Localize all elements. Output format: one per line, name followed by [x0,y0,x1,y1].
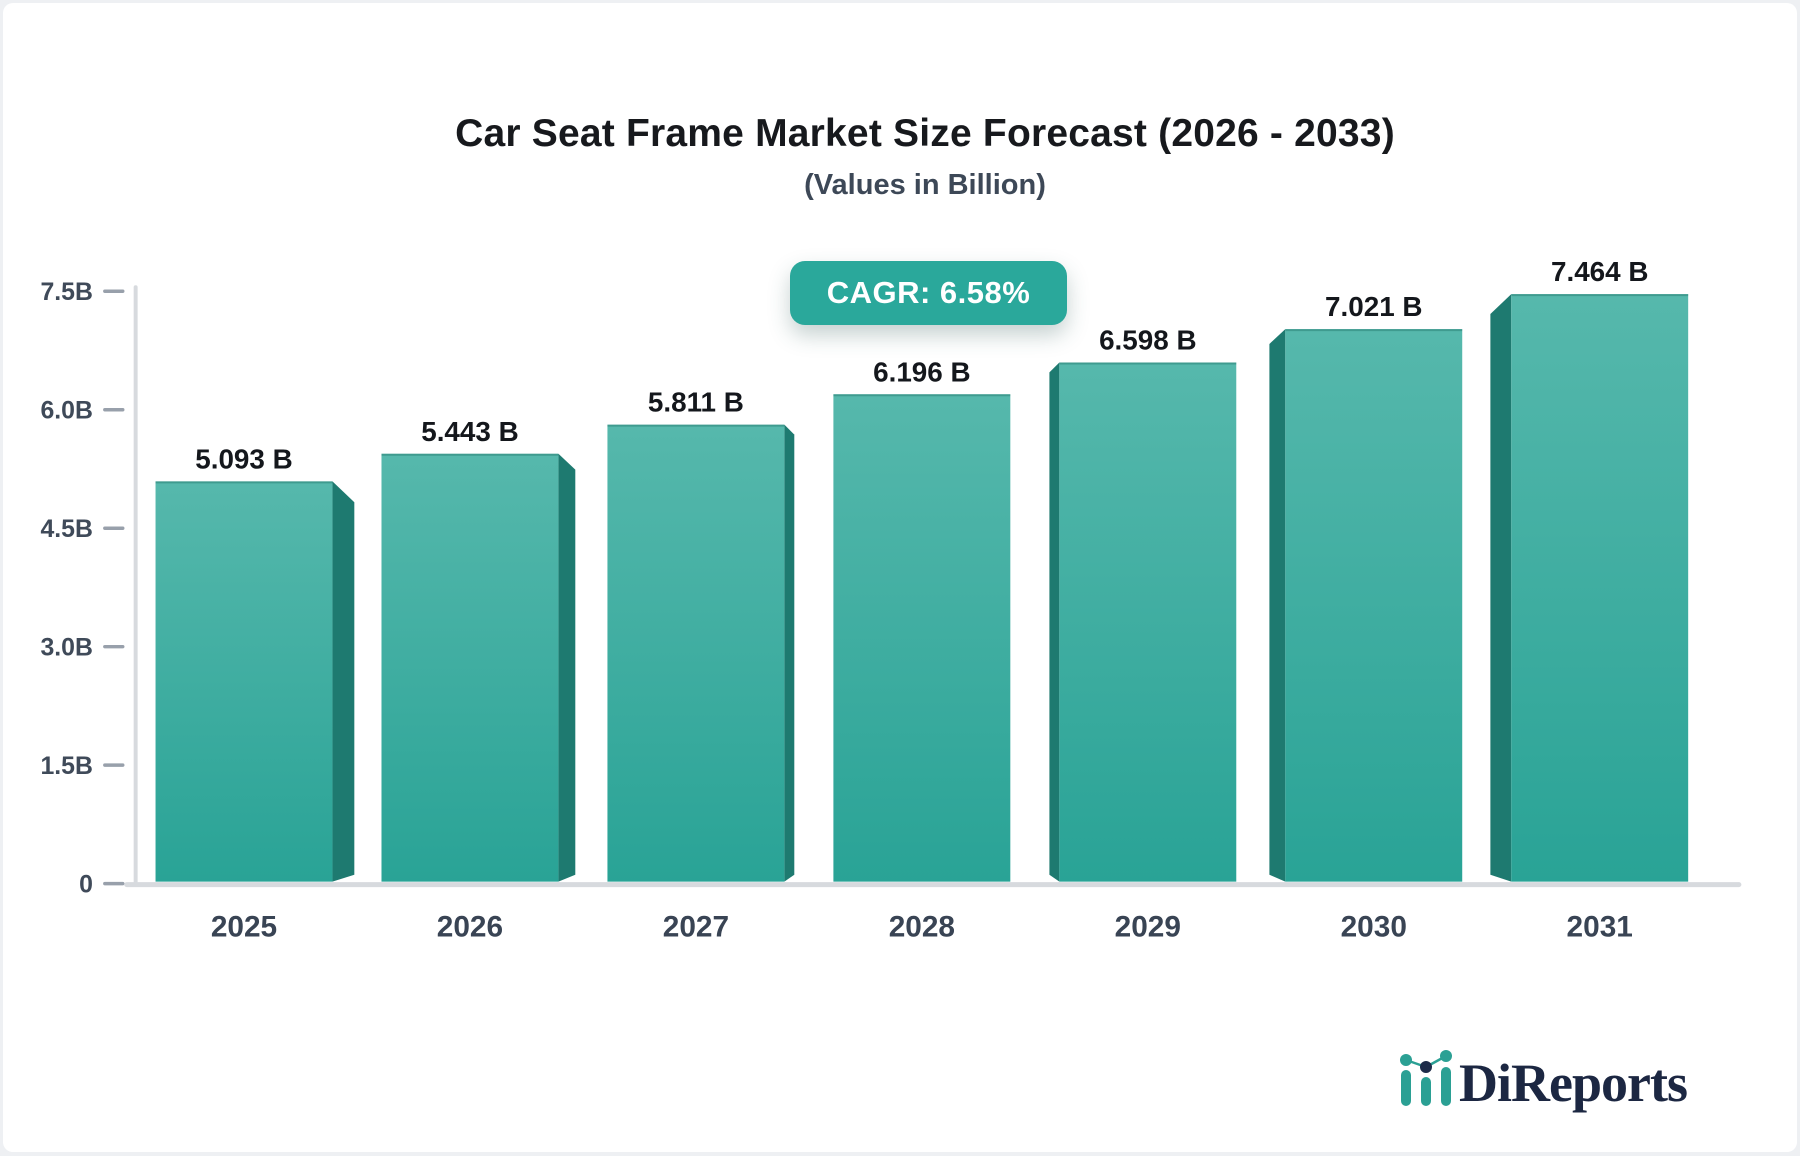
bar-2026 [381,453,559,882]
bar-side-panel [1490,294,1512,882]
bar-value-label: 7.464 B [1551,256,1648,287]
x-axis-label: 2026 [437,910,503,943]
y-tick-label: 1.5B [40,753,92,780]
x-axis-label: 2031 [1567,910,1633,943]
bar-value-label: 5.443 B [421,416,518,447]
y-tick-label: 4.5B [40,516,92,543]
chart-title: Car Seat Frame Market Size Forecast (202… [455,112,1395,155]
y-tick-label: 6.0B [40,398,92,425]
cagr-badge-label: CAGR: 6.58% [826,275,1031,310]
bar-chart-logo-icon [1400,1050,1453,1106]
bar-side-panel [332,481,355,882]
chart-subtitle: (Values in Billion) [804,169,1046,201]
logo-text: DiReports [1459,1053,1688,1113]
y-tick-label: 0 [79,872,93,899]
chart-canvas: Car Seat Frame Market Size Forecast (202… [3,3,1797,1152]
bar-value-label: 5.093 B [195,443,292,474]
bar-value-label: 6.196 B [873,356,970,387]
bar-chart: 0 1.5B 3.0B 4.5B 6.0B 7.5B 5.093 B 2025 5.443 B 2… [40,256,1742,943]
x-axis-label: 2029 [1115,910,1181,943]
bar-2025 [155,481,333,882]
bar-2027 [607,424,785,882]
bar-side-panel [558,453,576,882]
y-tick-label: 7.5B [40,279,92,306]
y-tick-label: 3.0B [40,635,92,662]
cagr-badge: CAGR: 6.58% [790,261,1067,325]
bar-2028 [833,394,1011,882]
bar-value-label: 6.598 B [1099,325,1196,356]
bar-value-label: 7.021 B [1325,291,1422,322]
bar-side-panel [1269,329,1286,882]
bar-2029 [1059,362,1237,882]
bar-side-panel [784,424,795,882]
direports-logo: DiReports [1399,1046,1688,1113]
x-axis-label: 2030 [1341,910,1407,943]
bar-side-panel [1049,362,1060,882]
bar-value-label: 5.811 B [648,387,744,418]
bar-2030 [1285,329,1463,882]
x-axis-label: 2025 [211,910,277,943]
x-axis-label: 2028 [889,910,955,943]
x-axis-label: 2027 [663,910,729,943]
bar-2031 [1511,294,1689,882]
